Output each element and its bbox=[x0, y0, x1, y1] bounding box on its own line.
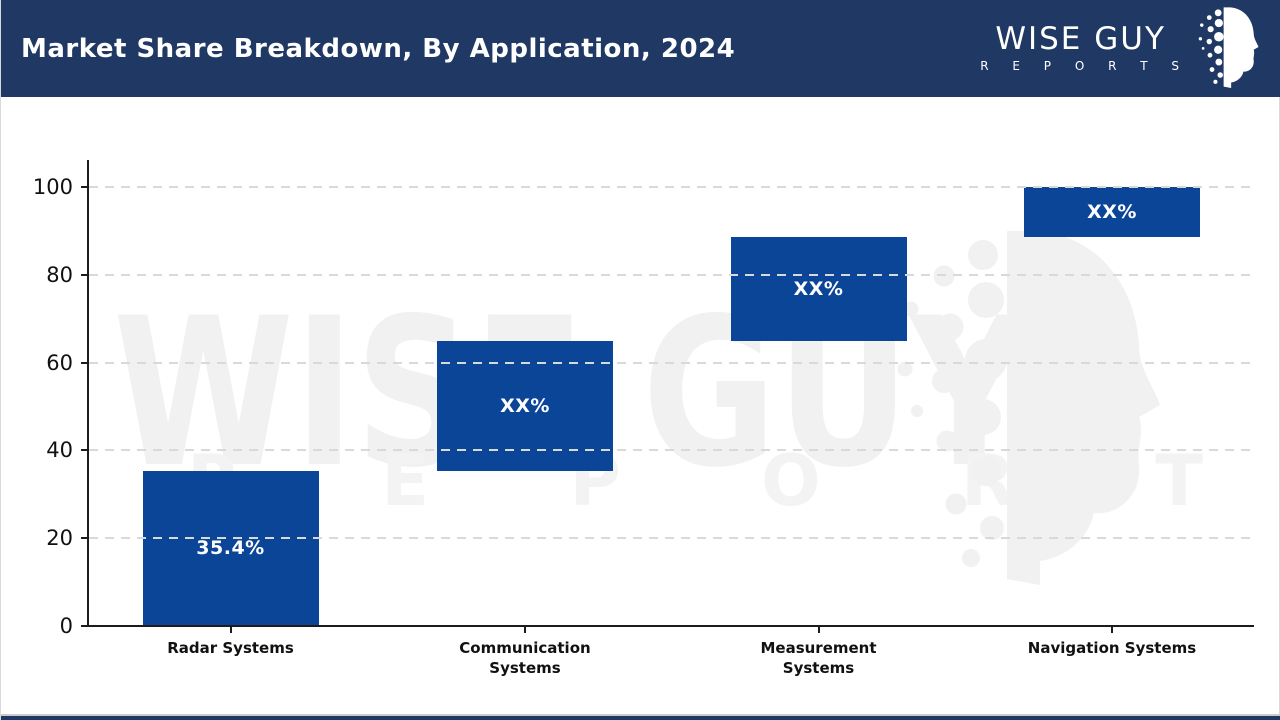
gridline bbox=[89, 449, 1254, 452]
y-tick-mark bbox=[81, 361, 89, 364]
gridline bbox=[89, 273, 1254, 276]
logo-wordmark: WISE GUY bbox=[995, 21, 1166, 57]
y-tick-mark bbox=[81, 537, 89, 540]
bar-value-label: 35.4% bbox=[196, 537, 265, 560]
category-label: Communication Systems bbox=[459, 639, 591, 677]
bar-value-label: XX% bbox=[1087, 201, 1137, 224]
y-tick-mark bbox=[81, 625, 89, 627]
header-bar: Market Share Breakdown, By Application, … bbox=[1, 0, 1280, 97]
bar-value-label: XX% bbox=[793, 278, 844, 301]
category-label: Radar Systems bbox=[167, 639, 294, 657]
y-tick-label: 40 bbox=[46, 438, 73, 463]
x-axis-line bbox=[87, 625, 1254, 627]
y-tick-mark bbox=[81, 273, 89, 276]
x-tick-mark bbox=[229, 627, 232, 633]
x-tick-mark bbox=[817, 627, 820, 633]
logo-head-icon bbox=[1183, 6, 1267, 92]
gridline bbox=[89, 186, 1254, 188]
page-title: Market Share Breakdown, By Application, … bbox=[21, 33, 736, 64]
bar-segment: 35.4% bbox=[142, 470, 319, 626]
y-axis-line bbox=[87, 160, 89, 627]
y-tick-mark bbox=[81, 449, 89, 452]
bottom-gray-divider bbox=[1, 714, 1280, 716]
bar-segment: XX% bbox=[1024, 187, 1200, 238]
x-tick-mark bbox=[1111, 627, 1113, 633]
y-tick-label: 0 bbox=[59, 614, 73, 638]
logo-subtitle: R E P O R T S bbox=[980, 59, 1189, 73]
y-tick-label: 60 bbox=[46, 350, 73, 375]
y-tick-mark bbox=[81, 186, 89, 188]
category-label: Measurement Systems bbox=[760, 639, 877, 677]
gridline bbox=[89, 537, 1254, 540]
category-label: Navigation Systems bbox=[1027, 639, 1197, 657]
y-tick-label: 80 bbox=[46, 262, 73, 287]
gridline bbox=[89, 361, 1254, 364]
bar-value-label: XX% bbox=[500, 394, 550, 417]
bottom-navy-strip bbox=[1, 716, 1280, 720]
bar-segment: XX% bbox=[730, 237, 907, 342]
wise-guy-reports-logo: WISE GUY R E P O R T S bbox=[972, 6, 1280, 92]
y-tick-label: 100 bbox=[32, 175, 73, 199]
x-tick-mark bbox=[524, 627, 526, 633]
y-tick-label: 20 bbox=[46, 526, 73, 551]
logo-text: WISE GUY R E P O R T S bbox=[972, 21, 1189, 74]
